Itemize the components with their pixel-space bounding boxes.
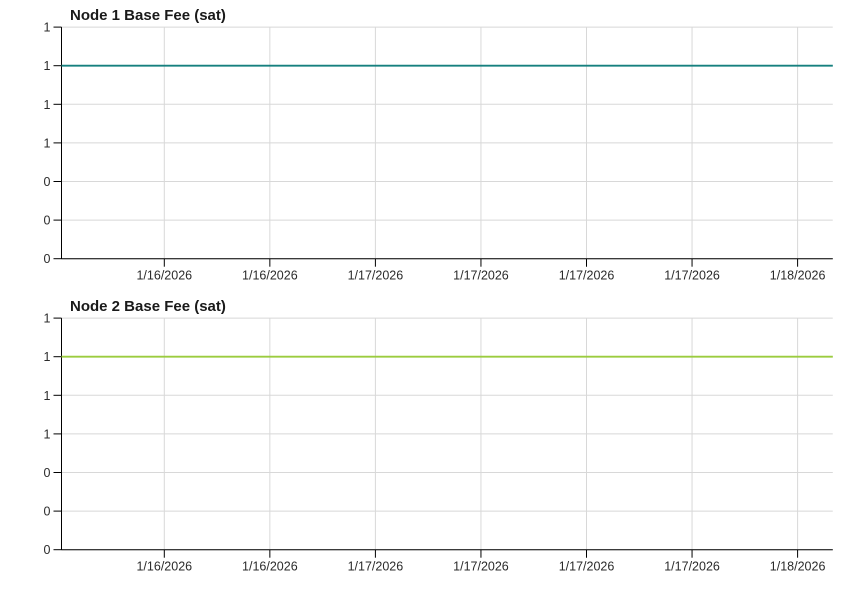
svg-text:1/17/2026: 1/17/2026 (664, 269, 720, 283)
svg-text:1: 1 (44, 59, 51, 73)
svg-text:1: 1 (44, 21, 51, 35)
svg-text:1/17/2026: 1/17/2026 (559, 560, 615, 574)
svg-text:1/18/2026: 1/18/2026 (770, 269, 826, 283)
svg-text:1/17/2026: 1/17/2026 (664, 560, 720, 574)
svg-text:1/16/2026: 1/16/2026 (136, 269, 192, 283)
svg-text:1/17/2026: 1/17/2026 (348, 269, 404, 283)
svg-text:0: 0 (44, 252, 51, 266)
svg-text:1/17/2026: 1/17/2026 (559, 269, 615, 283)
svg-text:1: 1 (44, 350, 51, 364)
svg-text:1/16/2026: 1/16/2026 (242, 269, 298, 283)
svg-text:0: 0 (44, 175, 51, 189)
svg-text:1/16/2026: 1/16/2026 (136, 560, 192, 574)
svg-text:1: 1 (44, 312, 51, 326)
svg-text:1: 1 (44, 389, 51, 403)
svg-text:1: 1 (44, 427, 51, 441)
svg-text:0: 0 (44, 543, 51, 557)
svg-text:1/18/2026: 1/18/2026 (770, 560, 826, 574)
svg-text:1/16/2026: 1/16/2026 (242, 560, 298, 574)
svg-text:1: 1 (44, 98, 51, 112)
svg-text:0: 0 (44, 505, 51, 519)
svg-text:1/17/2026: 1/17/2026 (453, 560, 509, 574)
svg-text:1: 1 (44, 136, 51, 150)
svg-text:1/17/2026: 1/17/2026 (348, 560, 404, 574)
svg-text:0: 0 (44, 466, 51, 480)
svg-text:1/17/2026: 1/17/2026 (453, 269, 509, 283)
svg-text:0: 0 (44, 214, 51, 228)
